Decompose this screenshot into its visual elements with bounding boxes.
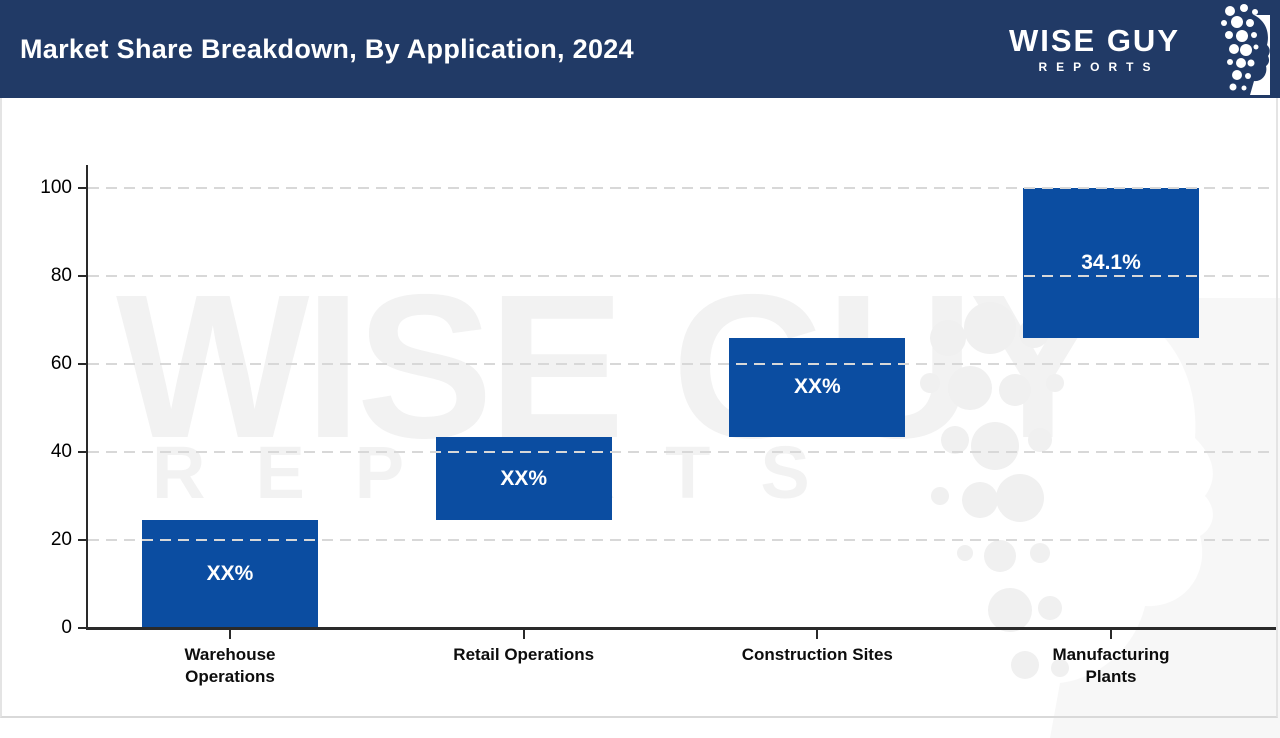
x-tick-construction [816, 630, 819, 639]
category-line: Retail Operations [453, 645, 595, 664]
category-label-construction-sites: Construction Sites [697, 644, 937, 666]
y-tick-label-60: 60 [50, 352, 72, 374]
logo-text: WISE GUY REPORTS [1009, 25, 1180, 74]
y-tick-label-100: 100 [40, 176, 72, 198]
category-line: Manufacturing [1052, 645, 1170, 664]
x-tick-manufacturing [1110, 630, 1112, 639]
y-tick-60 [78, 362, 86, 365]
bar-value-label: XX% [793, 375, 841, 399]
x-axis-line [86, 627, 1277, 630]
logo-wise-guy-label: WISE GUY [1008, 22, 1180, 58]
y-axis-line [86, 165, 88, 630]
wise-guy-reports-logo: WISE GUY REPORTS [1009, 3, 1270, 95]
y-tick-label-0: 0 [61, 616, 72, 638]
y-tick-label-80: 80 [50, 264, 72, 286]
chart-plot-area: WISE GUY REPORTS 100 80 60 40 20 0 XX% [0, 98, 1280, 738]
logo-reports-label: REPORTS [1038, 59, 1160, 74]
gridline-80 [88, 274, 1277, 277]
chart-title: Market Share Breakdown, By Application, … [20, 33, 634, 64]
bar-value-label: 34.1% [1081, 250, 1141, 274]
header-bar: Market Share Breakdown, By Application, … [0, 0, 1280, 98]
y-tick-label-40: 40 [50, 440, 72, 462]
bar-value-label: XX% [500, 466, 548, 490]
category-label-retail-operations: Retail Operations [404, 644, 644, 666]
watermark-wise-guy: WISE GUY [116, 252, 1106, 481]
logo-dotted-face-icon [1221, 4, 1270, 95]
bar-manufacturing-plants: 34.1% [1023, 187, 1199, 338]
y-tick-0 [78, 626, 86, 629]
x-tick-retail [522, 630, 525, 639]
y-tick-20 [78, 538, 86, 541]
y-tick-label-20: 20 [50, 528, 72, 550]
gridline-60 [88, 362, 1277, 365]
x-tick-warehouse [229, 630, 231, 639]
y-tick-40 [78, 450, 86, 453]
category-label-manufacturing-plants: Manufacturing Plants [991, 644, 1231, 689]
category-line: Warehouse [184, 645, 276, 664]
category-label-warehouse-operations: Warehouse Operations [110, 644, 350, 689]
y-tick-100 [78, 186, 86, 189]
bar-value-label: XX% [206, 561, 254, 585]
gridline-20 [88, 538, 1277, 541]
y-tick-80 [78, 274, 86, 277]
category-line: Plants [1085, 667, 1137, 687]
gridline-100 [88, 186, 1277, 189]
gridline-40 [88, 450, 1277, 453]
category-line: Construction Sites [741, 645, 893, 664]
bar-construction-sites: XX% [729, 337, 906, 438]
category-line: Operations [185, 667, 275, 687]
bar-warehouse-operations: XX% [142, 519, 318, 628]
